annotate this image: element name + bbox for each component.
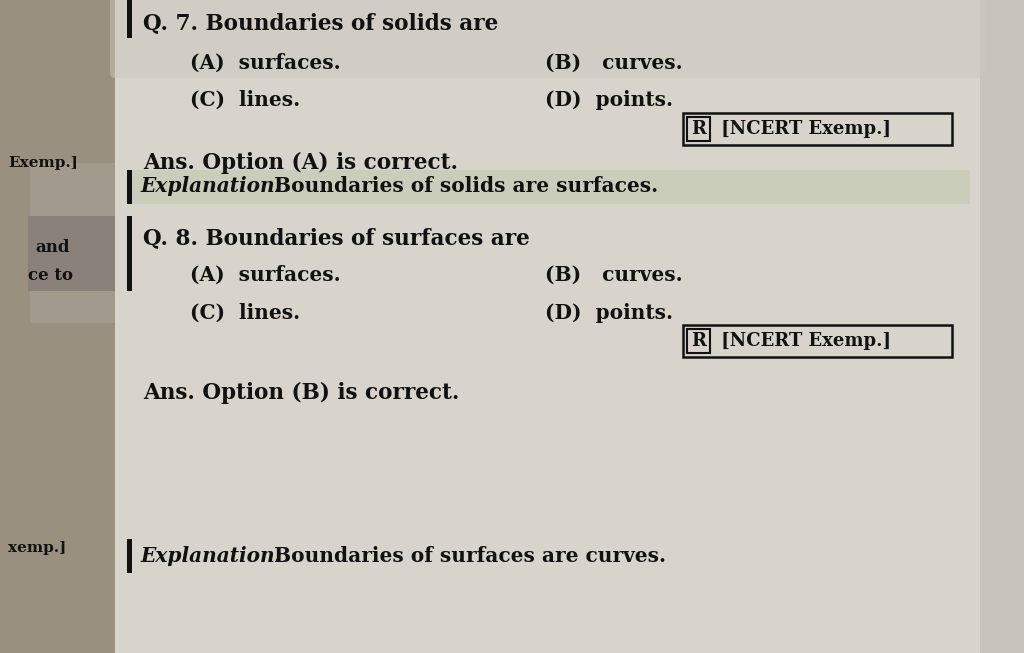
Bar [0,0,115,653]
Text: Explanation:: Explanation: [140,176,282,196]
Text: Q. 7. Boundaries of solids are: Q. 7. Boundaries of solids are [143,12,499,34]
Text: Boundaries of solids are surfaces.: Boundaries of solids are surfaces. [267,176,658,196]
Text: (B)   curves.: (B) curves. [545,53,683,73]
Text: (D)  points.: (D) points. [545,90,673,110]
Bar [127,170,132,204]
Text: (B)   curves.: (B) curves. [545,265,683,285]
Bar [127,539,132,573]
FancyBboxPatch shape [110,0,985,78]
Text: Boundaries of surfaces are curves.: Boundaries of surfaces are curves. [267,546,666,566]
Bar [127,0,132,38]
Text: Q. 8. Boundaries of surfaces are: Q. 8. Boundaries of surfaces are [143,227,529,249]
Text: Explanation:: Explanation: [140,546,282,566]
Text: (A)  surfaces.: (A) surfaces. [190,265,341,285]
Text: R: R [691,332,707,350]
Bar [115,0,1010,653]
Text: [NCERT Exemp.]: [NCERT Exemp.] [715,120,891,138]
Text: ce to: ce to [28,266,73,283]
Bar [30,163,115,323]
Text: xemp.]: xemp.] [8,541,67,555]
Text: Ans. Option (A) is correct.: Ans. Option (A) is correct. [143,152,458,174]
Text: (D)  points.: (D) points. [545,303,673,323]
Text: (C)  lines.: (C) lines. [190,303,300,323]
Bar [980,0,1024,653]
Bar [28,216,115,291]
Text: R: R [691,120,707,138]
Bar [127,216,132,291]
Text: [NCERT Exemp.]: [NCERT Exemp.] [715,332,891,350]
Text: (A)  surfaces.: (A) surfaces. [190,53,341,73]
Text: Ans. Option (B) is correct.: Ans. Option (B) is correct. [143,382,460,404]
Text: (C)  lines.: (C) lines. [190,90,300,110]
Text: Exemp.]: Exemp.] [8,156,78,170]
Bar [127,170,970,204]
Text: and: and [35,240,70,257]
